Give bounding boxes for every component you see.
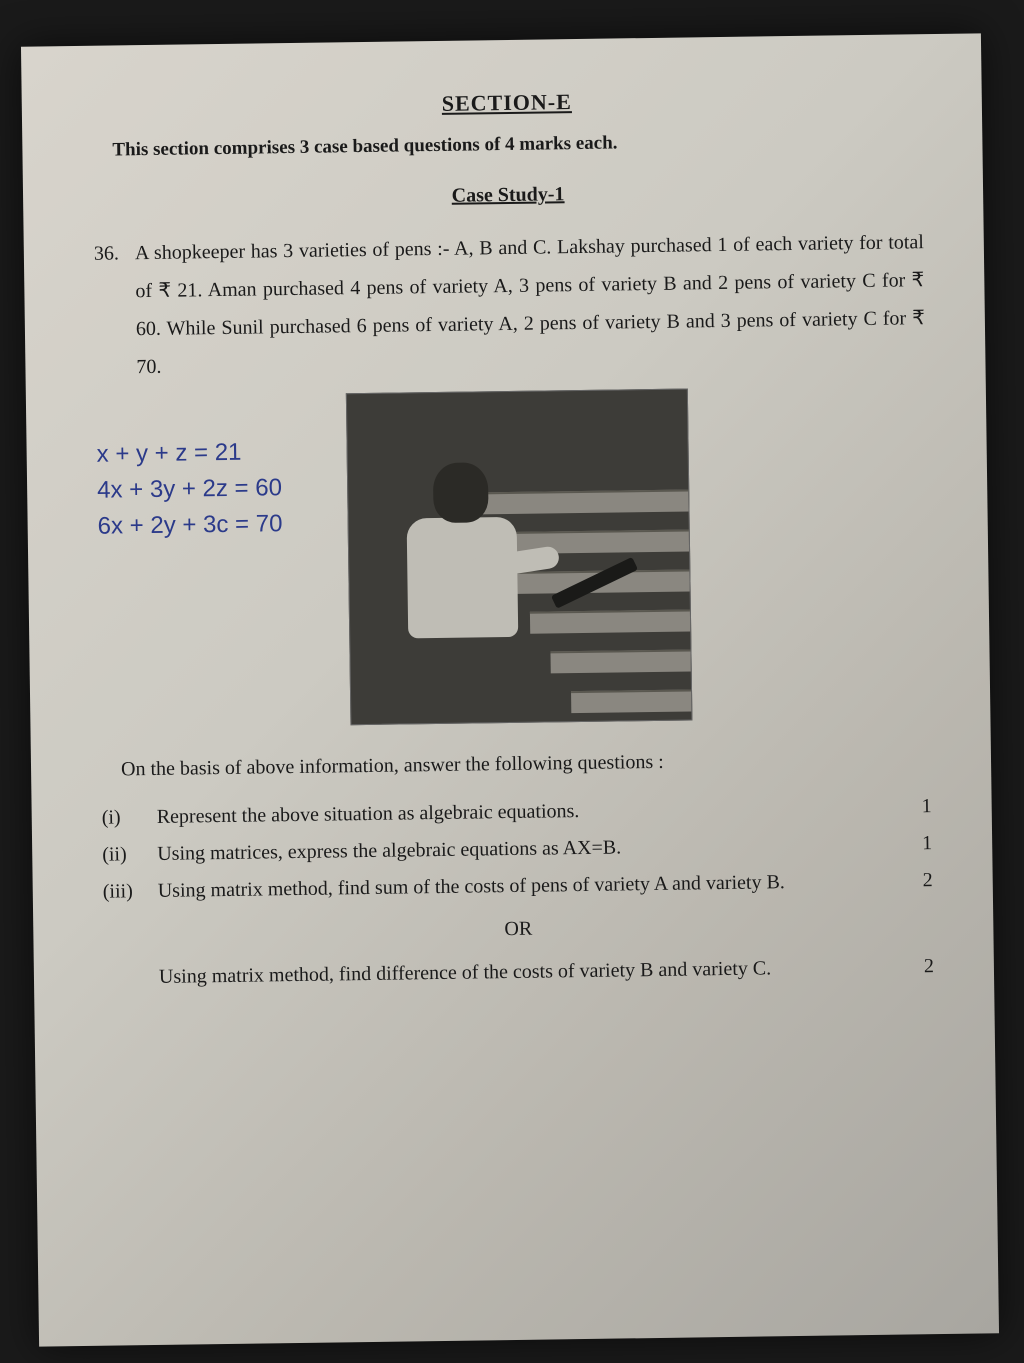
- subq-i-marks: 1: [902, 795, 932, 818]
- handwritten-equations: x + y + z = 21 4x + 3y + 2z = 60 6x + 2y…: [96, 434, 327, 545]
- question-36: 36. A shopkeeper has 3 varieties of pens…: [94, 223, 926, 387]
- stairs-illustration: [347, 390, 687, 395]
- basis-text: On the basis of above information, answe…: [121, 747, 931, 781]
- subq-iii-marks: 2: [903, 869, 933, 892]
- subq-ii-text: Using matrices, express the algebraic eq…: [157, 833, 902, 866]
- subquestion-ii: (ii) Using matrices, express the algebra…: [102, 832, 932, 867]
- case-study-image: [346, 388, 693, 725]
- subquestion-i: (i) Represent the above situation as alg…: [102, 795, 932, 830]
- subq-i-label: (i): [102, 806, 157, 830]
- subq-i-text: Represent the above situation as algebra…: [157, 796, 902, 829]
- alt-text: Using matrix method, find difference of …: [159, 956, 904, 989]
- subq-ii-label: (ii): [102, 843, 157, 867]
- handwriting-eq1: x + y + z = 21: [96, 434, 326, 473]
- subq-iii-label: (iii): [103, 880, 158, 904]
- handwriting-eq2: 4x + 3y + 2z = 60: [97, 470, 327, 509]
- person-illustration: [398, 462, 541, 704]
- handwriting-eq3: 6x + 2y + 3c = 70: [97, 506, 327, 545]
- subquestion-iii: (iii) Using matrix method, find sum of t…: [103, 869, 933, 904]
- section-title: SECTION-E: [92, 84, 922, 122]
- subq-iii-text: Using matrix method, find sum of the cos…: [158, 870, 903, 903]
- subq-ii-marks: 1: [902, 832, 932, 855]
- question-number: 36.: [94, 234, 121, 386]
- section-description: This section comprises 3 case based ques…: [112, 128, 922, 161]
- case-study-title: Case Study-1: [93, 178, 923, 213]
- exam-page: SECTION-E This section comprises 3 case …: [21, 33, 999, 1346]
- alternative-question: Using matrix method, find difference of …: [159, 955, 934, 989]
- alt-marks: 2: [904, 955, 934, 978]
- or-separator: OR: [103, 912, 933, 947]
- figure-row: x + y + z = 21 4x + 3y + 2z = 60 6x + 2y…: [96, 385, 931, 729]
- question-text: A shopkeeper has 3 varieties of pens :- …: [135, 223, 926, 386]
